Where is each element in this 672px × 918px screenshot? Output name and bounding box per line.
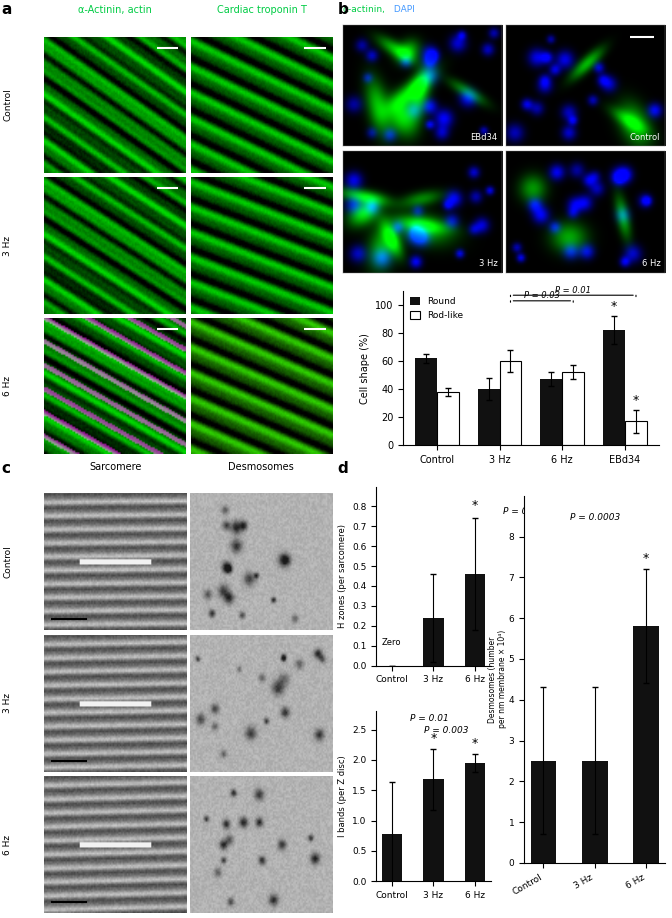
Bar [540,379,562,445]
Text: P = 0.0003: P = 0.0003 [570,513,620,522]
Legend: Round, Rod-like: Round, Rod-like [408,296,466,322]
Text: *: * [643,552,649,565]
Bar [478,389,499,445]
Text: b: b [337,2,348,17]
Bar [464,763,485,881]
Text: 6 Hz: 6 Hz [3,834,12,855]
Bar [382,834,403,881]
Text: P = 0.03: P = 0.03 [524,291,560,300]
Text: *: * [611,300,617,313]
Bar [464,574,485,666]
Text: Cardiac troponin T: Cardiac troponin T [217,5,306,15]
Y-axis label: Cell shape (%): Cell shape (%) [360,332,370,404]
Bar [423,618,444,666]
Bar [562,373,584,445]
Text: *: * [430,733,437,745]
Text: 3 Hz: 3 Hz [3,693,12,713]
Text: Control: Control [630,132,661,141]
Y-axis label: H zones (per sarcomere): H zones (per sarcomere) [337,524,347,628]
Text: P = 0.005: P = 0.005 [503,508,547,516]
Text: DAPI: DAPI [391,5,415,14]
Text: Sarcomere: Sarcomere [89,462,141,472]
Text: 6 Hz: 6 Hz [3,376,12,397]
Bar [531,761,556,863]
Text: a: a [1,2,11,17]
Bar [625,421,647,445]
Bar [415,358,437,445]
Bar [582,761,607,863]
Bar [633,626,659,863]
Text: *: * [472,499,478,512]
Text: *: * [472,737,478,750]
Text: 3 Hz: 3 Hz [478,259,497,268]
Bar [423,779,444,881]
Text: Control: Control [3,545,12,578]
Text: *: * [633,395,639,408]
Text: α-Actinin, actin: α-Actinin, actin [78,5,151,15]
Text: 6 Hz: 6 Hz [642,259,661,268]
Bar [437,392,459,445]
Text: Desmosomes: Desmosomes [228,462,294,472]
Text: α-actinin,: α-actinin, [343,5,386,14]
Text: c: c [1,461,10,476]
Text: EBd34: EBd34 [470,132,497,141]
Text: Zero: Zero [382,638,402,647]
Bar [499,361,521,445]
Text: P = 0.01: P = 0.01 [410,713,449,722]
Y-axis label: Desmosomes (number
per nm membrane × 10⁴): Desmosomes (number per nm membrane × 10⁴… [488,630,507,729]
Text: d: d [337,461,348,476]
Text: P = 0.003: P = 0.003 [423,725,468,734]
Bar [603,330,625,445]
Y-axis label: I bands (per Z disc): I bands (per Z disc) [337,756,347,837]
Text: P = 0.01: P = 0.01 [555,285,591,295]
Text: 3 Hz: 3 Hz [3,236,12,255]
Text: Control: Control [3,88,12,121]
